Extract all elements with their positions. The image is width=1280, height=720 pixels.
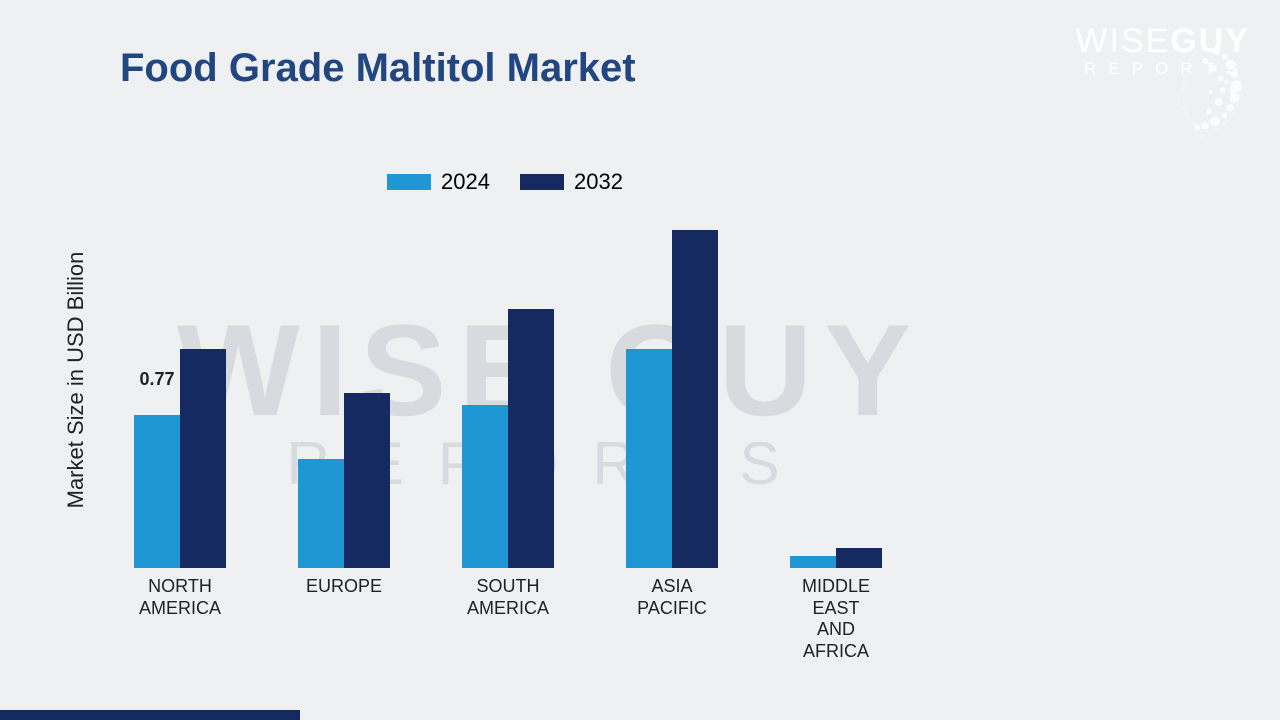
plot-area: 0.77NORTHAMERICAEUROPESOUTHAMERICAASIAPA… xyxy=(114,210,934,568)
value-label-0: 0.77 xyxy=(139,369,174,390)
bar-s2032-2 xyxy=(508,309,554,568)
chart-card: WISE GUY REPORTS Food Grade Maltitol Mar… xyxy=(0,0,1280,720)
category-label-0: NORTHAMERICA xyxy=(104,568,256,619)
category-label-4: MIDDLEEASTANDAFRICA xyxy=(760,568,912,662)
category-label-3: ASIAPACIFIC xyxy=(596,568,748,619)
category-label-1: EUROPE xyxy=(268,568,420,598)
bar-s2024-1 xyxy=(298,459,344,568)
bar-s2032-3 xyxy=(672,230,718,568)
bar-s2032-1 xyxy=(344,393,390,568)
brand-head-icon xyxy=(1162,42,1250,142)
bar-s2024-0 xyxy=(134,415,180,568)
brand-word1: WISE xyxy=(1075,22,1170,60)
y-axis-label: Market Size in USD Billion xyxy=(63,252,89,509)
legend-label-s2032: 2032 xyxy=(574,169,623,194)
bar-s2024-3 xyxy=(626,349,672,568)
bottom-accent xyxy=(0,710,300,720)
bar-s2032-0 xyxy=(180,349,226,568)
bar-s2024-4 xyxy=(790,556,836,568)
bar-s2032-4 xyxy=(836,548,882,568)
category-label-2: SOUTHAMERICA xyxy=(432,568,584,619)
legend-label-s2024: 2024 xyxy=(441,169,490,194)
legend: 2024 2032 xyxy=(0,168,980,195)
bar-s2024-2 xyxy=(462,405,508,568)
legend-swatch-s2024 xyxy=(387,174,431,190)
brand-logo: WISEGUY REPORTS xyxy=(1075,22,1250,79)
legend-swatch-s2032 xyxy=(520,174,564,190)
chart-title: Food Grade Maltitol Market xyxy=(120,46,636,91)
